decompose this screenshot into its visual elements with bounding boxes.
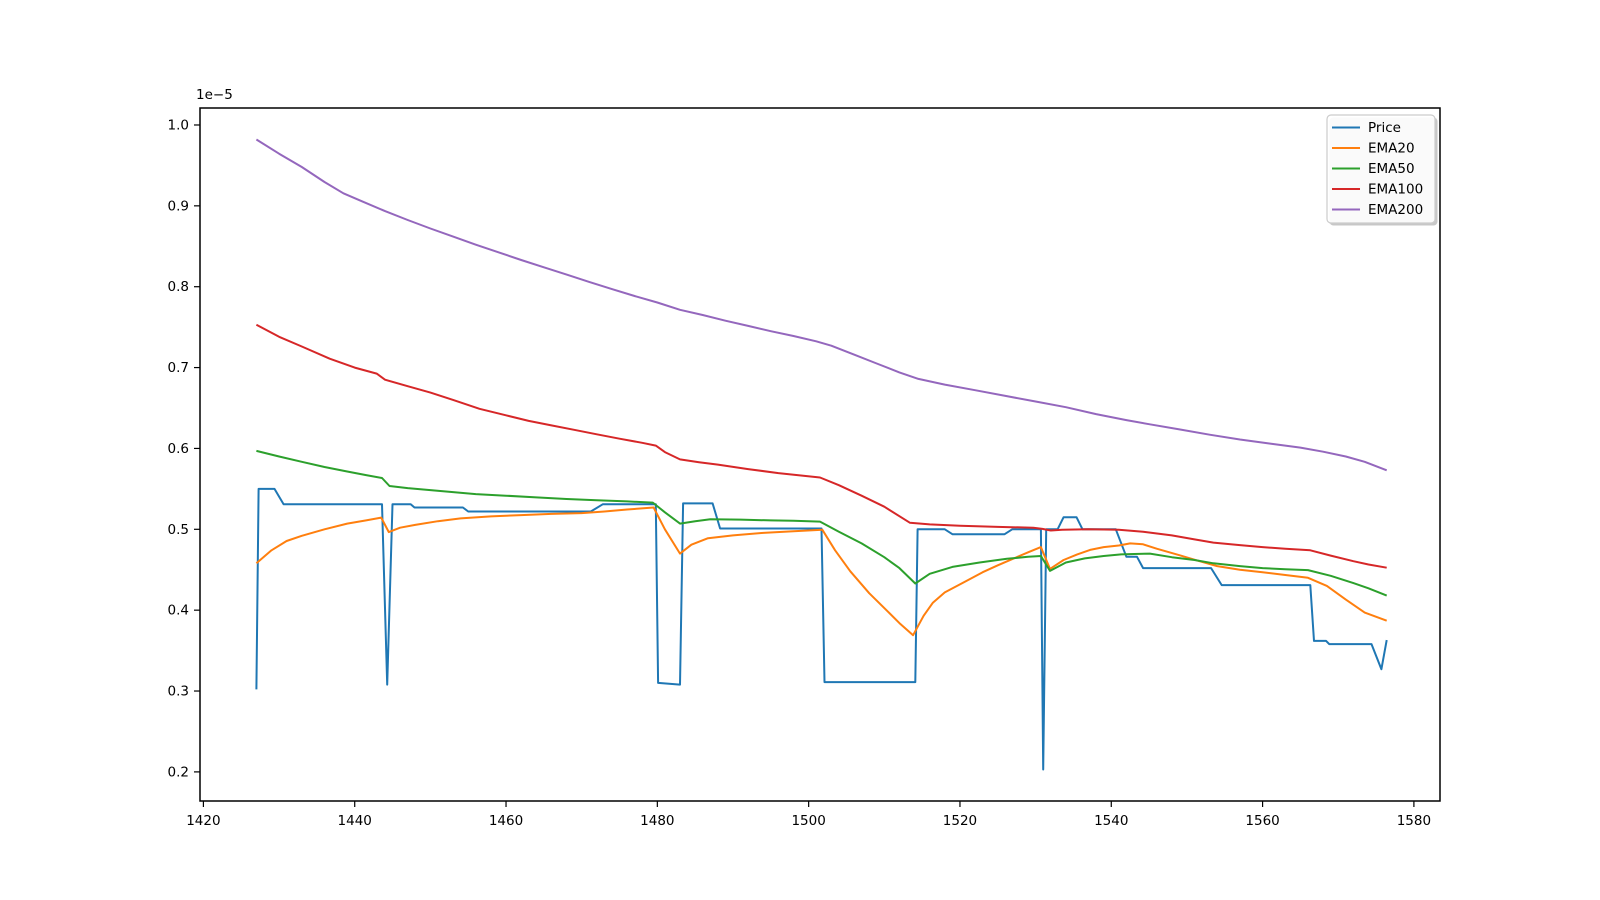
legend-label-ema200: EMA200: [1368, 202, 1423, 218]
y-axis-tick-label: 0.7: [168, 360, 189, 376]
x-axis-tick-label: 1560: [1245, 813, 1279, 829]
legend-label-ema20: EMA20: [1368, 141, 1415, 157]
legend-label-ema100: EMA100: [1368, 182, 1423, 198]
y-axis-tick-label: 0.4: [168, 603, 189, 619]
legend-label-price: Price: [1368, 120, 1401, 136]
y-axis-tick-label: 0.3: [168, 684, 189, 700]
y-axis-offset-text: 1e−5: [196, 87, 233, 103]
y-axis-tick-label: 0.5: [168, 522, 189, 538]
legend: Price EMA20 EMA50 EMA100 EMA200: [1326, 114, 1438, 226]
ema50-line: [256, 449, 1388, 597]
legend-label-ema50: EMA50: [1368, 161, 1415, 177]
ema20-line: [255, 506, 1388, 637]
x-axis-tick-label: 1580: [1397, 813, 1431, 829]
x-axis-tick-label: 1480: [640, 813, 674, 829]
x-axis-tick-label: 1440: [338, 813, 372, 829]
ema200-line: [255, 138, 1388, 472]
plot-border: [199, 107, 1441, 802]
price-line: [255, 487, 1388, 771]
y-axis-tick-label: 1.0: [168, 117, 189, 133]
legend-box: [1326, 114, 1436, 224]
x-axis-tick-label: 1420: [186, 813, 220, 829]
y-axis-tick-label: 0.8: [168, 279, 189, 295]
x-axis-tick-label: 1460: [489, 813, 523, 829]
x-axis-tick-label: 1500: [791, 813, 825, 829]
ema100-line: [255, 323, 1387, 569]
x-axis-tick-label: 1520: [943, 813, 977, 829]
y-axis-tick-label: 0.2: [168, 764, 189, 780]
y-axis-tick-label: 0.6: [168, 441, 189, 457]
x-axis-tick-label: 1540: [1094, 813, 1128, 829]
y-axis-tick-label: 0.9: [168, 198, 189, 214]
